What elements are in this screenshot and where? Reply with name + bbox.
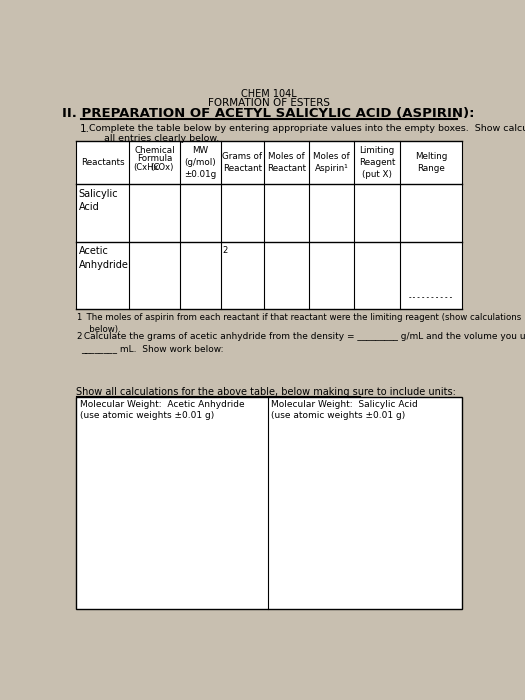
Bar	[77, 397, 461, 609]
Text: Molecular Weight:  Acetic Anhydride
(use atomic weights ±0.01 g): Molecular Weight: Acetic Anhydride (use …	[80, 400, 244, 421]
Text: 2: 2	[77, 332, 82, 341]
Bar	[77, 141, 461, 309]
Text: Chemical: Chemical	[134, 146, 175, 155]
Text: (CxHxOx): (CxHxOx)	[133, 162, 173, 172]
Text: Limiting
Reagent
(put X): Limiting Reagent (put X)	[359, 146, 395, 178]
Text: Moles of
Reactant: Moles of Reactant	[267, 152, 306, 173]
Text: Molecular Weight:  Salicylic Acid
(use atomic weights ±0.01 g): Molecular Weight: Salicylic Acid (use at…	[271, 400, 418, 421]
Text: 2: 2	[222, 246, 227, 255]
Text: Formula: Formula	[137, 154, 172, 163]
Text: Reactants: Reactants	[81, 158, 124, 167]
Text: Calculate the grams of acetic anhydride from the density = _________ g/mL and th: Calculate the grams of acetic anhydride …	[81, 332, 525, 354]
Text: Melting
Range: Melting Range	[415, 152, 447, 173]
Text: 1: 1	[77, 314, 82, 323]
Text: 1.: 1.	[80, 124, 90, 134]
Text: ----------: ----------	[408, 293, 454, 302]
Text: Moles of
Aspirin¹: Moles of Aspirin¹	[313, 152, 350, 173]
Text: II. PREPARATION OF ACETYL SALICYLIC ACID (ASPIRIN):: II. PREPARATION OF ACETYL SALICYLIC ACID…	[62, 107, 475, 120]
Text: MW
(g/mol)
±0.01g: MW (g/mol) ±0.01g	[184, 146, 217, 178]
Text: CHEM 104L: CHEM 104L	[241, 89, 297, 99]
Text: Show all calculations for the above table, below making sure to include units:: Show all calculations for the above tabl…	[77, 387, 456, 398]
Text: (C: (C	[150, 162, 160, 172]
Text: FORMATION OF ESTERS: FORMATION OF ESTERS	[208, 98, 330, 108]
Text: Acetic
Anhydride: Acetic Anhydride	[79, 246, 129, 270]
Text: Complete the table below by entering appropriate values into the empty boxes.  S: Complete the table below by entering app…	[89, 124, 525, 144]
Text: Grams of
Reactant: Grams of Reactant	[222, 152, 262, 173]
Text: Salicylic
Acid: Salicylic Acid	[79, 189, 119, 212]
Text: The moles of aspirin from each reactant if that reactant were the limiting reage: The moles of aspirin from each reactant …	[81, 314, 521, 335]
